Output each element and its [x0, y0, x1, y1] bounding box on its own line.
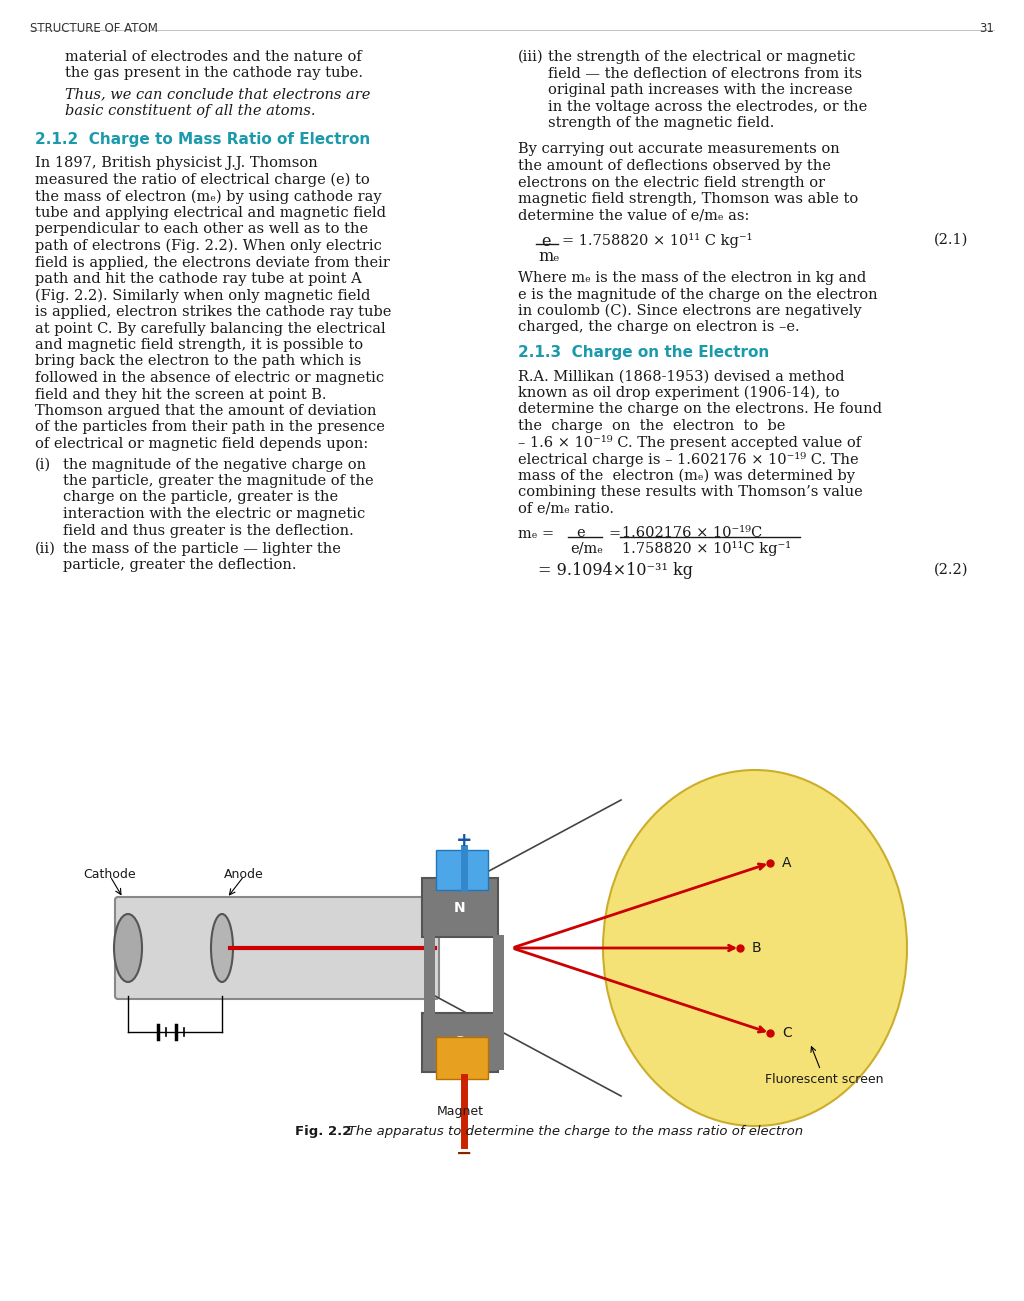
Text: particle, greater the deflection.: particle, greater the deflection. [63, 558, 297, 572]
Text: in the voltage across the electrodes, or the: in the voltage across the electrodes, or… [548, 99, 867, 113]
Text: charged, the charge on electron is –e.: charged, the charge on electron is –e. [518, 320, 800, 334]
Text: tube and applying electrical and magnetic field: tube and applying electrical and magneti… [35, 206, 386, 220]
Text: R.A. Millikan (1868-1953) devised a method: R.A. Millikan (1868-1953) devised a meth… [518, 369, 845, 384]
Text: the particle, greater the magnitude of the: the particle, greater the magnitude of t… [63, 474, 374, 488]
Text: mₑ: mₑ [538, 248, 559, 265]
Text: electrons on the electric field strength or: electrons on the electric field strength… [518, 176, 825, 190]
Text: (2.1): (2.1) [934, 233, 968, 247]
Text: By carrying out accurate measurements on: By carrying out accurate measurements on [518, 143, 840, 156]
Text: (iii): (iii) [518, 49, 544, 64]
Text: is applied, electron strikes the cathode ray tube: is applied, electron strikes the cathode… [35, 304, 391, 319]
Text: In 1897, British physicist J.J. Thomson: In 1897, British physicist J.J. Thomson [35, 156, 317, 170]
Text: N: N [455, 900, 466, 915]
Text: the magnitude of the negative charge on: the magnitude of the negative charge on [63, 458, 367, 471]
Ellipse shape [114, 915, 142, 982]
Text: A: A [782, 856, 792, 870]
Text: electrical charge is – 1.602176 × 10⁻¹⁹ C. The: electrical charge is – 1.602176 × 10⁻¹⁹ … [518, 451, 859, 467]
Text: at point C. By carefully balancing the electrical: at point C. By carefully balancing the e… [35, 321, 386, 336]
Text: C: C [782, 1026, 792, 1039]
Text: determine the value of e/mₑ as:: determine the value of e/mₑ as: [518, 208, 750, 222]
Text: (i): (i) [35, 458, 51, 471]
Text: Thomson argued that the amount of deviation: Thomson argued that the amount of deviat… [35, 405, 377, 418]
Text: Magnet: Magnet [436, 1105, 483, 1118]
Text: (2.2): (2.2) [934, 563, 968, 578]
Text: material of electrodes and the nature of: material of electrodes and the nature of [65, 49, 361, 64]
Text: B: B [752, 941, 762, 955]
Ellipse shape [211, 915, 233, 982]
Text: known as oil drop experiment (1906-14), to: known as oil drop experiment (1906-14), … [518, 386, 840, 401]
Text: Anode: Anode [224, 868, 264, 881]
Text: path of electrons (Fig. 2.2). When only electric: path of electrons (Fig. 2.2). When only … [35, 239, 382, 254]
Text: the strength of the electrical or magnetic: the strength of the electrical or magnet… [548, 49, 855, 64]
Text: 1.602176 × 10⁻¹⁹C: 1.602176 × 10⁻¹⁹C [622, 526, 762, 540]
Text: of electrical or magnetic field depends upon:: of electrical or magnetic field depends … [35, 437, 369, 451]
Text: path and hit the cathode ray tube at point A: path and hit the cathode ray tube at poi… [35, 272, 361, 286]
Text: the mass of the particle — lighter the: the mass of the particle — lighter the [63, 543, 341, 556]
Text: field is applied, the electrons deviate from their: field is applied, the electrons deviate … [35, 255, 390, 269]
FancyBboxPatch shape [424, 935, 435, 1069]
Text: Where mₑ is the mass of the electron in kg and: Where mₑ is the mass of the electron in … [518, 271, 866, 285]
Text: perpendicular to each other as well as to the: perpendicular to each other as well as t… [35, 222, 368, 237]
FancyBboxPatch shape [436, 850, 488, 890]
Ellipse shape [603, 770, 907, 1125]
Text: (Fig. 2.2). Similarly when only magnetic field: (Fig. 2.2). Similarly when only magnetic… [35, 289, 371, 303]
Text: Thus, we can conclude that electrons are: Thus, we can conclude that electrons are [65, 87, 371, 101]
Text: magnetic field strength, Thomson was able to: magnetic field strength, Thomson was abl… [518, 193, 858, 206]
Text: charge on the particle, greater is the: charge on the particle, greater is the [63, 490, 338, 505]
FancyBboxPatch shape [422, 1013, 498, 1072]
Text: 2.1.3  Charge on the Electron: 2.1.3 Charge on the Electron [518, 345, 769, 360]
Text: +: + [456, 830, 472, 850]
Text: STRUCTURE OF ATOM: STRUCTURE OF ATOM [30, 22, 158, 35]
Text: field — the deflection of electrons from its: field — the deflection of electrons from… [548, 66, 862, 81]
Text: – 1.6 × 10⁻¹⁹ C. The present accepted value of: – 1.6 × 10⁻¹⁹ C. The present accepted va… [518, 436, 861, 450]
Text: Fig. 2.2: Fig. 2.2 [295, 1125, 351, 1138]
Text: 1.758820 × 10¹¹C kg⁻¹: 1.758820 × 10¹¹C kg⁻¹ [622, 541, 792, 556]
Text: = 9.1094×10⁻³¹ kg: = 9.1094×10⁻³¹ kg [538, 562, 693, 579]
Text: Fluorescent screen: Fluorescent screen [765, 1047, 884, 1086]
Text: interaction with the electric or magnetic: interaction with the electric or magneti… [63, 507, 366, 520]
Text: bring back the electron to the path which is: bring back the electron to the path whic… [35, 354, 361, 368]
Text: combining these results with Thomson’s value: combining these results with Thomson’s v… [518, 485, 863, 500]
Text: basic constituent of all the atoms.: basic constituent of all the atoms. [65, 104, 315, 117]
Text: 2.1.2  Charge to Mass Ratio of Electron: 2.1.2 Charge to Mass Ratio of Electron [35, 131, 371, 147]
Text: −: − [456, 1144, 472, 1163]
Text: original path increases with the increase: original path increases with the increas… [548, 83, 853, 98]
Text: the gas present in the cathode ray tube.: the gas present in the cathode ray tube. [65, 66, 362, 81]
Text: 31: 31 [979, 22, 994, 35]
Text: and magnetic field strength, it is possible to: and magnetic field strength, it is possi… [35, 338, 364, 353]
Text: e is the magnitude of the charge on the electron: e is the magnitude of the charge on the … [518, 288, 878, 302]
Text: field and they hit the screen at point B.: field and they hit the screen at point B… [35, 388, 327, 402]
Text: measured the ratio of electrical charge (e) to: measured the ratio of electrical charge … [35, 173, 370, 187]
Text: the amount of deflections observed by the: the amount of deflections observed by th… [518, 159, 830, 173]
Text: of the particles from their path in the presence: of the particles from their path in the … [35, 420, 385, 435]
Text: followed in the absence of electric or magnetic: followed in the absence of electric or m… [35, 371, 384, 385]
Text: e: e [575, 526, 585, 540]
Text: field and thus greater is the deflection.: field and thus greater is the deflection… [63, 523, 353, 537]
Text: determine the charge on the electrons. He found: determine the charge on the electrons. H… [518, 402, 882, 416]
Text: (ii): (ii) [35, 543, 56, 556]
Text: =: = [608, 527, 621, 541]
Text: the  charge  on  the  electron  to  be: the charge on the electron to be [518, 419, 785, 433]
Text: = 1.758820 × 10¹¹ C kg⁻¹: = 1.758820 × 10¹¹ C kg⁻¹ [562, 233, 753, 247]
Text: of e/mₑ ratio.: of e/mₑ ratio. [518, 501, 614, 515]
FancyBboxPatch shape [422, 878, 498, 937]
Text: mₑ =: mₑ = [518, 527, 554, 541]
Text: the mass of electron (mₑ) by using cathode ray: the mass of electron (mₑ) by using catho… [35, 190, 382, 204]
Text: The apparatus to determine the charge to the mass ratio of electron: The apparatus to determine the charge to… [335, 1125, 803, 1138]
Text: strength of the magnetic field.: strength of the magnetic field. [548, 116, 774, 130]
Text: e: e [541, 233, 551, 250]
Text: Cathode: Cathode [84, 868, 136, 881]
Text: S: S [455, 1036, 465, 1050]
Text: in coulomb (C). Since electrons are negatively: in coulomb (C). Since electrons are nega… [518, 304, 861, 319]
Text: e/mₑ: e/mₑ [570, 541, 603, 556]
FancyBboxPatch shape [115, 896, 439, 999]
FancyBboxPatch shape [493, 935, 504, 1069]
FancyBboxPatch shape [436, 1037, 488, 1079]
Text: mass of the  electron (mₑ) was determined by: mass of the electron (mₑ) was determined… [518, 468, 855, 483]
